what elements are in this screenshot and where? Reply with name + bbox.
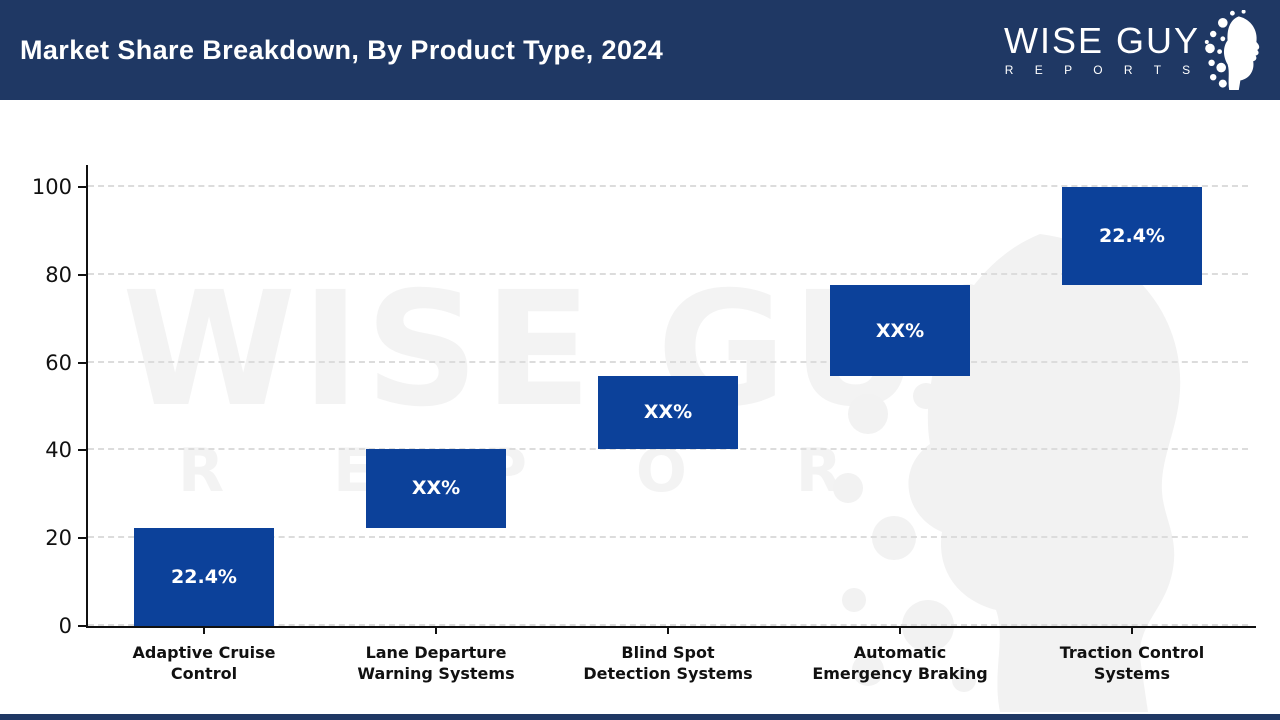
bottom-accent-bar: [0, 714, 1280, 720]
gridline: [88, 536, 1248, 539]
x-tick-mark: [435, 626, 437, 634]
y-tick-label: 20: [45, 526, 72, 551]
y-tick-mark: [78, 361, 86, 364]
bar-value-label: 22.4%: [1099, 225, 1165, 248]
logo-text: WISE GUY R E P O R T S: [1004, 22, 1200, 78]
y-tick-label: 60: [45, 350, 72, 375]
x-axis-line: [86, 626, 1256, 628]
x-category-label: Traction Control Systems: [1059, 643, 1205, 683]
y-tick-label: 0: [58, 614, 72, 638]
gridline: [88, 360, 1248, 363]
y-tick-mark: [78, 449, 86, 452]
x-tick-mark: [203, 626, 205, 634]
x-tick-mark: [899, 626, 901, 634]
gridline: [88, 272, 1248, 275]
x-category-label: Automatic Emergency Braking: [812, 643, 988, 683]
bar-value-label: XX%: [643, 401, 693, 424]
bar-value-label: 22.4%: [171, 565, 237, 588]
bar-lane-departure-warning-systems: XX%: [366, 448, 506, 528]
logo-face-icon: [1204, 10, 1260, 90]
y-tick-mark: [78, 273, 86, 276]
gridline: [88, 624, 1248, 626]
x-category-label: Lane Departure Warning Systems: [357, 643, 515, 683]
y-tick-mark: [78, 185, 86, 188]
bar-automatic-emergency-braking: XX%: [830, 285, 970, 376]
x-category-label: Adaptive Cruise Control: [132, 643, 276, 683]
gridline: [88, 184, 1248, 187]
header: Market Share Breakdown, By Product Type,…: [0, 0, 1280, 100]
logo-wordmark: WISE GUY: [1003, 20, 1200, 61]
x-tick-mark: [667, 626, 669, 634]
bar-value-label: XX%: [875, 319, 925, 342]
y-axis-line: [86, 165, 88, 626]
y-tick-label: 80: [45, 262, 72, 287]
gridline: [88, 448, 1248, 451]
waterfall-chart: 0 20 40 60 80 100 22.4% XX% XX% XX% 22.4% Adaptiv…: [32, 165, 1256, 683]
bar-blind-spot-detection-systems: XX%: [598, 375, 738, 449]
x-tick-mark: [1131, 626, 1133, 634]
y-tick-mark: [78, 625, 86, 627]
x-category-label: Blind Spot Detection Systems: [583, 643, 753, 683]
bar-value-label: XX%: [411, 477, 461, 500]
y-tick-mark: [78, 537, 86, 540]
logo-subtitle: R E P O R T S: [1004, 63, 1200, 77]
page-title: Market Share Breakdown, By Product Type,…: [20, 34, 664, 65]
wise-guy-logo: WISE GUY R E P O R T S: [1004, 8, 1266, 92]
y-tick-label: 40: [45, 438, 72, 463]
y-tick-label: 100: [31, 174, 72, 199]
bar-traction-control-systems: 22.4%: [1062, 186, 1202, 286]
bar-adaptive-cruise-control: 22.4%: [134, 527, 274, 626]
